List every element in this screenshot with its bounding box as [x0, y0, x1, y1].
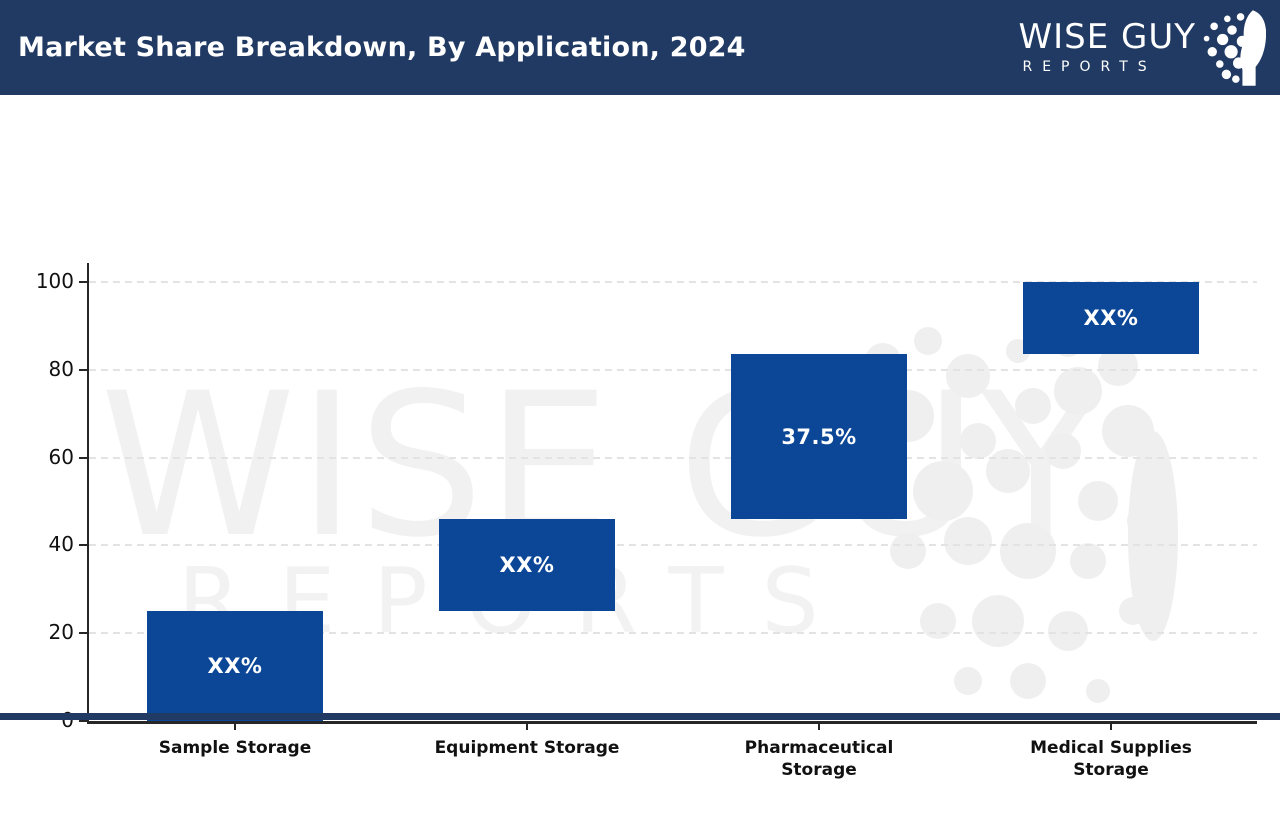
y-axis-tick-label: 80 [48, 356, 74, 381]
header-bar: Market Share Breakdown, By Application, … [0, 0, 1280, 95]
logo-subtext: REPORTS [1022, 59, 1157, 75]
x-axis-tick [818, 723, 820, 730]
y-axis-line [87, 263, 89, 723]
y-axis-tick [79, 456, 89, 459]
bar-value-label: XX% [499, 553, 555, 578]
wiseguy-logo: WISE GUY REPORTS [1018, 9, 1266, 87]
y-axis-tick [79, 368, 89, 371]
logo-wordmark: WISE GUY [1018, 17, 1196, 57]
y-axis-tick [79, 544, 89, 547]
y-axis-tick [79, 632, 89, 635]
logo-face-icon [1203, 9, 1266, 86]
bar-value-label: XX% [1083, 306, 1139, 331]
gridline [89, 456, 1257, 459]
plot-area: 0 20 40 60 80 100 XX% Sample Storage XX% Equipmen… [0, 95, 1280, 815]
y-axis-tick-label: 60 [48, 444, 74, 469]
page-title: Market Share Breakdown, By Application, … [18, 32, 746, 63]
footer-bar [0, 713, 1280, 720]
x-category-label: Sample Storage [158, 738, 312, 758]
x-category-label: Medical Supplies Storage [1030, 738, 1192, 781]
y-axis-tick-label: 20 [48, 620, 74, 645]
chart-page: Market Share Breakdown, By Application, … [0, 0, 1280, 780]
bar: XX% [147, 611, 323, 721]
x-axis-tick [234, 723, 236, 730]
x-category-label: Pharmaceutical Storage [744, 738, 894, 781]
gridline [89, 368, 1257, 371]
x-axis-line [87, 721, 1257, 724]
bar-value-label: 37.5% [781, 424, 857, 449]
bar: XX% [439, 519, 615, 612]
logo-text: WISE GUY REPORTS [1018, 20, 1196, 75]
gridline [89, 544, 1257, 547]
bar-value-label: XX% [207, 654, 263, 679]
gridline [89, 632, 1257, 635]
bar: 37.5% [731, 354, 907, 520]
x-category-label: Equipment Storage [434, 738, 620, 758]
x-axis-tick [526, 723, 528, 730]
y-axis-tick-label: 40 [48, 532, 74, 557]
y-axis-tick [79, 281, 89, 283]
y-axis-tick-label: 100 [35, 269, 74, 293]
y-axis-tick-label: 0 [61, 708, 74, 732]
bar: XX% [1023, 282, 1199, 355]
gridline [89, 281, 1257, 283]
x-axis-tick [1110, 723, 1112, 730]
